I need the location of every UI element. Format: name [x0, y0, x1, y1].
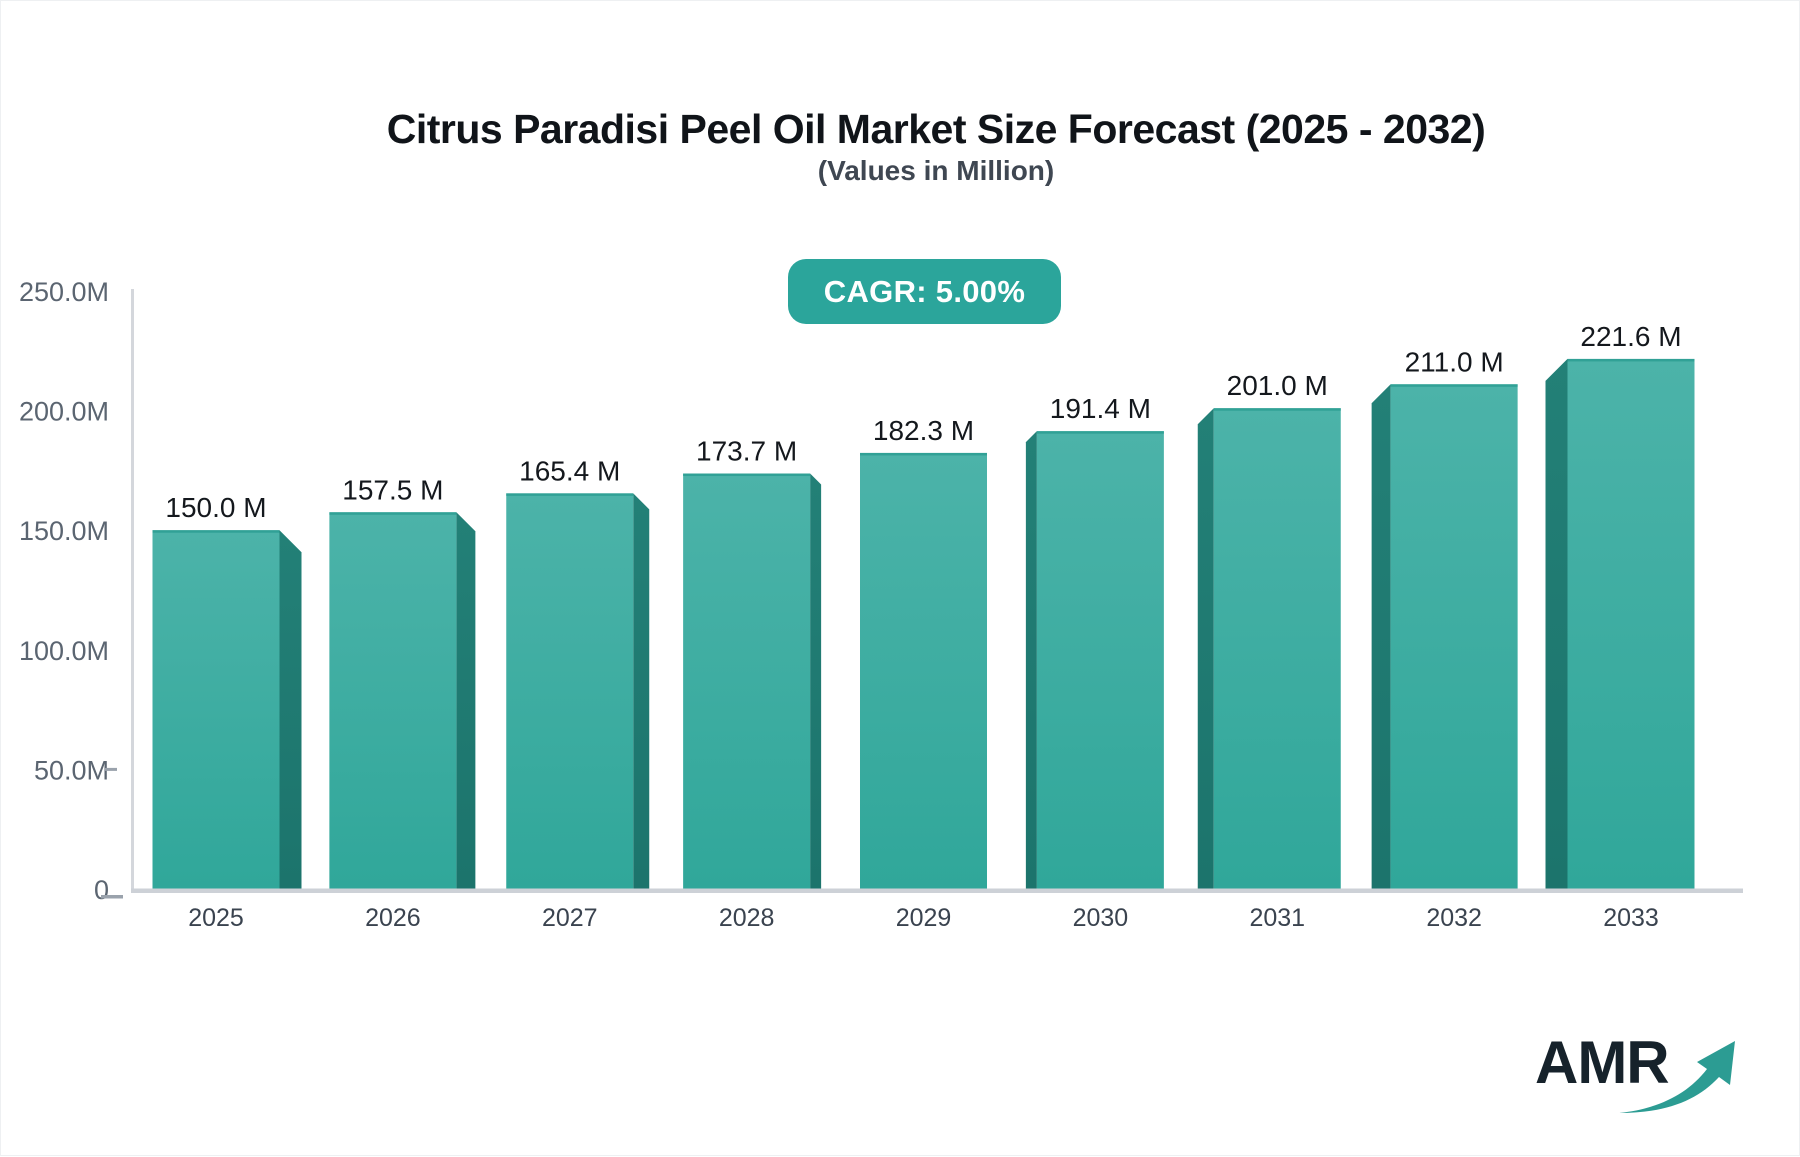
y-axis-tick-mark	[105, 767, 117, 771]
x-axis-line	[131, 888, 1743, 893]
bar-top-edge	[506, 493, 634, 496]
bar-2028: 173.7 M 2028	[683, 436, 822, 932]
bar-2033: 221.6 M 2033	[1545, 321, 1695, 932]
bar-front-face	[1390, 384, 1518, 889]
bar-value-label: 182.3 M	[873, 415, 974, 446]
x-axis-label: 2027	[542, 904, 598, 932]
bar-2032: 211.0 M 2032	[1371, 346, 1518, 932]
bar-2029: 182.3 M 2029	[860, 415, 987, 932]
y-axis-tick-label: 150.0M	[19, 516, 109, 546]
x-axis-label: 2030	[1073, 904, 1129, 932]
bar-side-face	[633, 493, 650, 889]
cagr-badge: CAGR: 5.00%	[788, 259, 1061, 324]
bar-front-face	[506, 493, 634, 889]
y-axis-tick-mark	[101, 895, 123, 899]
bar-top-edge	[1567, 358, 1695, 362]
chart-subtitle: (Values in Million)	[817, 155, 1055, 186]
bar-side-face	[1197, 408, 1214, 889]
bar-side-face	[456, 512, 476, 889]
x-axis-label: 2031	[1249, 904, 1305, 932]
bar-side-face	[1371, 384, 1391, 889]
bar-top-edge	[1036, 431, 1164, 434]
bar-top-edge	[1390, 384, 1518, 387]
x-axis-label: 2032	[1426, 904, 1482, 932]
bar-front-face	[860, 452, 987, 889]
x-axis-label: 2025	[188, 904, 244, 932]
bar-2025: 150.0 M 2025	[152, 492, 302, 932]
x-axis-label: 2026	[365, 904, 421, 932]
y-axis-line	[131, 289, 134, 892]
y-axis-tick-label: 100.0M	[19, 636, 109, 666]
bar-front-face	[683, 473, 811, 889]
bar-front-face	[1036, 431, 1164, 889]
bar-side-face	[810, 473, 822, 889]
amr-logo: AMR	[1529, 1031, 1739, 1121]
bar-2027: 165.4 M 2027	[506, 455, 650, 932]
bar-value-label: 191.4 M	[1050, 393, 1151, 424]
x-axis-label: 2029	[896, 904, 952, 932]
y-axis-tick-label: 250.0M	[19, 277, 109, 307]
y-axis-tick-label: 50.0M	[34, 755, 109, 785]
bar-front-face	[329, 512, 457, 889]
bar-top-edge	[152, 530, 280, 533]
bar-2026: 157.5 M 2026	[329, 474, 476, 932]
bar-front-face	[1213, 408, 1341, 889]
chart-title: Citrus Paradisi Peel Oil Market Size For…	[386, 106, 1486, 152]
y-axis-tick-label: 200.0M	[19, 397, 109, 427]
bar-2031: 201.0 M 2031	[1197, 370, 1341, 932]
bar-top-edge	[329, 512, 457, 515]
bar-front-face	[152, 530, 280, 889]
bar-top-edge	[1213, 408, 1341, 411]
bar-2030: 191.4 M 2030	[1025, 393, 1164, 932]
y-axis-tick-label: 0	[94, 875, 109, 905]
bar-value-label: 173.7 M	[696, 436, 797, 467]
x-axis-label: 2028	[719, 904, 775, 932]
bar-front-face	[1567, 358, 1695, 889]
bar-side-face	[279, 530, 302, 889]
bar-value-label: 211.0 M	[1405, 346, 1504, 377]
amr-logo-text: AMR	[1535, 1029, 1670, 1096]
bar-value-label: 165.4 M	[519, 455, 620, 486]
bar-side-face	[1025, 431, 1037, 889]
bar-value-label: 150.0 M	[165, 492, 266, 523]
growth-arrow-icon	[1619, 1041, 1735, 1113]
x-axis-label: 2033	[1603, 904, 1659, 932]
bar-top-edge	[683, 473, 811, 477]
bar-side-face	[1545, 358, 1568, 889]
bar-value-label: 221.6 M	[1580, 321, 1681, 352]
bar-top-edge	[860, 452, 987, 456]
bar-value-label: 157.5 M	[342, 474, 443, 505]
bar-value-label: 201.0 M	[1227, 370, 1328, 401]
